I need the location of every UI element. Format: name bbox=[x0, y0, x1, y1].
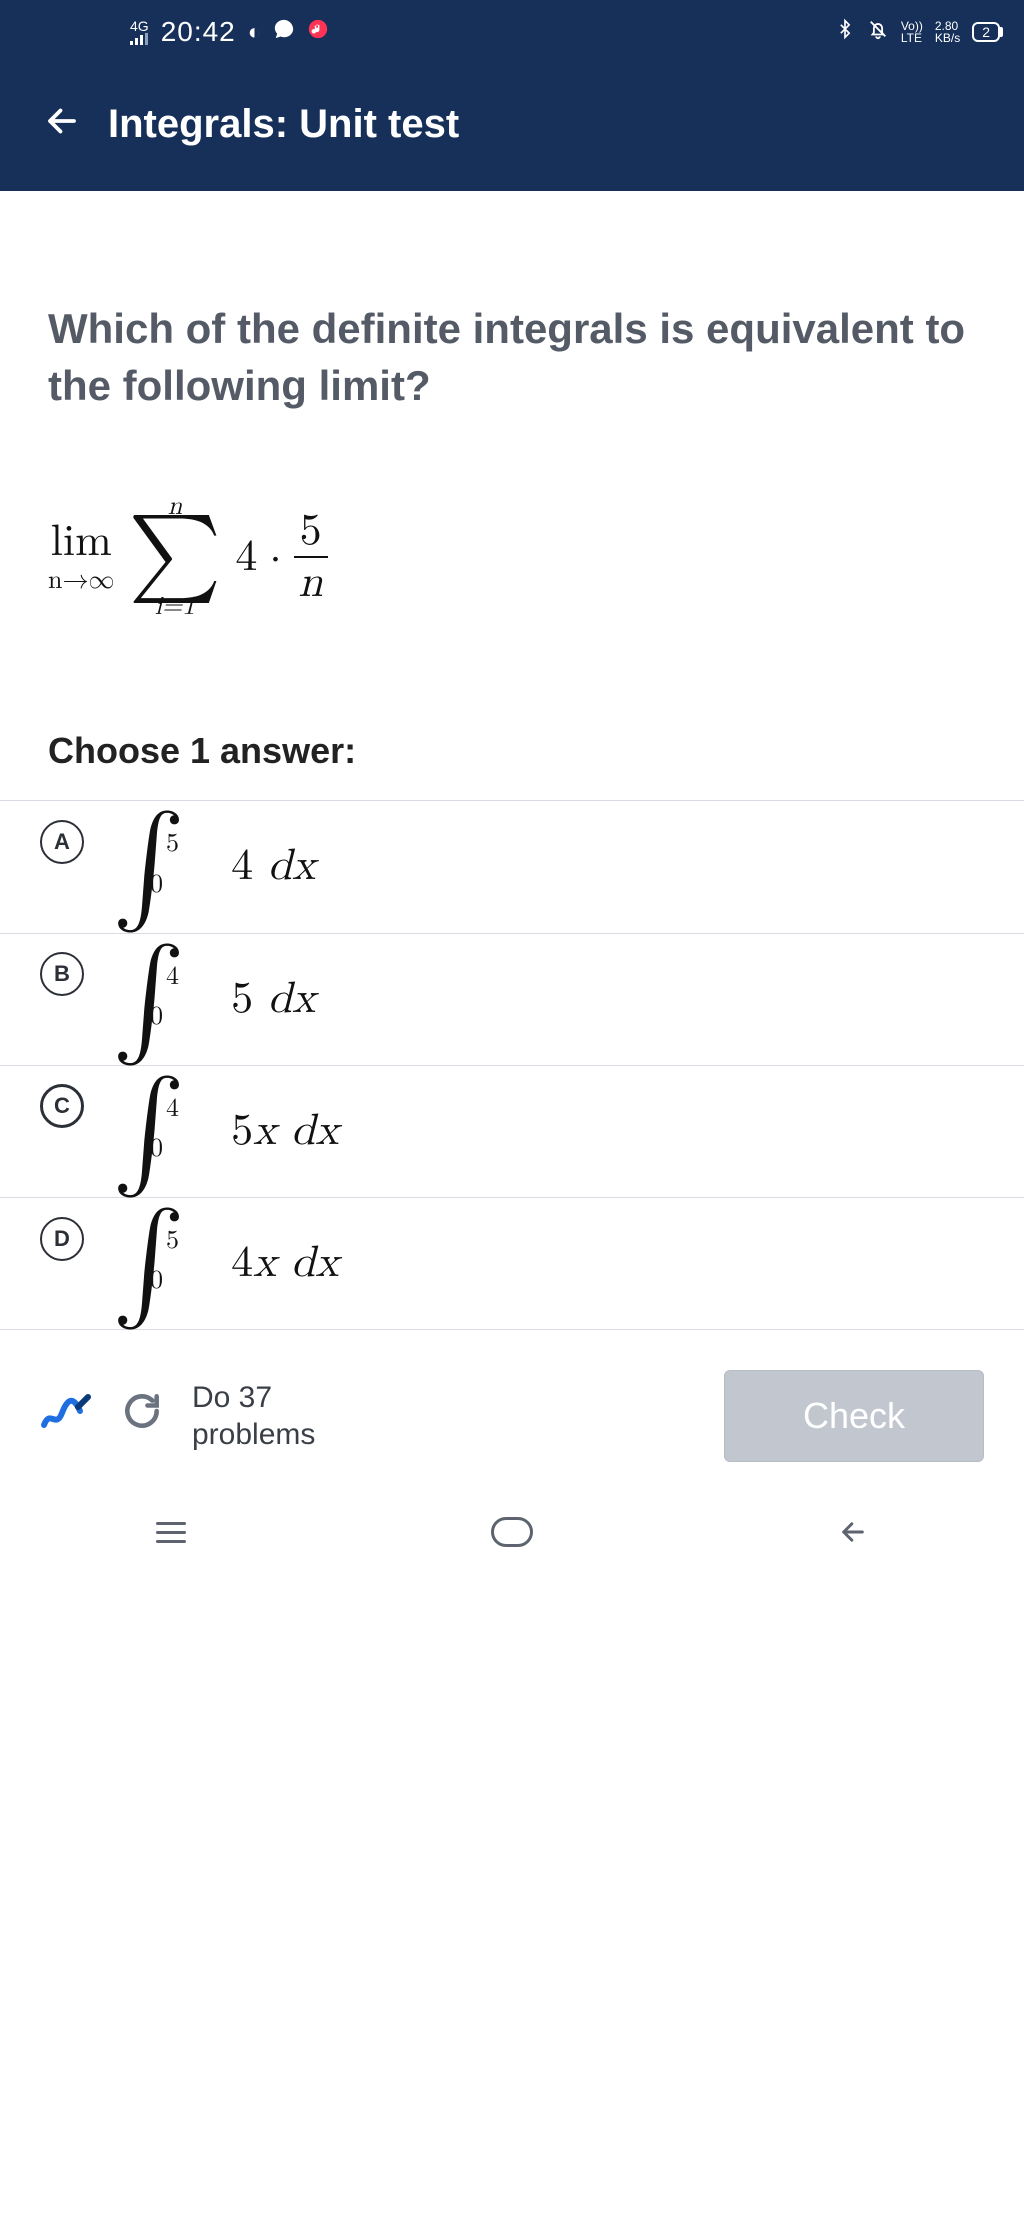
fraction-numerator: 5 bbox=[294, 508, 328, 558]
radio-b[interactable]: B bbox=[40, 952, 84, 996]
footer-left: Do 37 problems bbox=[40, 1379, 315, 1454]
speed-unit: KB/s bbox=[935, 32, 960, 44]
integrand: 4 dx bbox=[231, 840, 315, 893]
lim-label: lim bbox=[51, 520, 112, 564]
volte-indicator: Vo)) LTE bbox=[901, 20, 923, 44]
integral-icon: ∫ 4 0 bbox=[112, 1092, 185, 1171]
question-text: Which of the definite integrals is equiv… bbox=[0, 191, 1024, 434]
nav-recent-button[interactable] bbox=[111, 1522, 231, 1543]
integral-upper: 4 bbox=[166, 1094, 179, 1125]
limit-expression: lim n→∞ n ∑ i=1 4 · 5 n bbox=[0, 434, 1024, 680]
lim-subscript: n→∞ bbox=[48, 568, 114, 594]
screen: 4G 20:42 ◐ Vo)) LTE 2.80 bbox=[0, 0, 1024, 2221]
integral-lower: 0 bbox=[150, 1134, 163, 1165]
do-line-2: problems bbox=[192, 1416, 315, 1454]
problems-remaining: Do 37 problems bbox=[192, 1379, 315, 1454]
chat-icon bbox=[273, 18, 295, 46]
app-header: Integrals: Unit test bbox=[0, 64, 1024, 191]
back-button[interactable] bbox=[44, 103, 80, 146]
nav-back-button[interactable] bbox=[793, 1518, 913, 1546]
radio-letter: A bbox=[54, 829, 70, 855]
radio-d[interactable]: D bbox=[40, 1217, 84, 1261]
speed-indicator: 2.80 KB/s bbox=[935, 20, 960, 44]
music-icon bbox=[307, 18, 329, 46]
page-title: Integrals: Unit test bbox=[108, 102, 459, 147]
integral-icon: ∫ 5 0 bbox=[112, 1224, 185, 1303]
scribble-icon[interactable] bbox=[40, 1389, 92, 1444]
status-left: 4G 20:42 ◐ bbox=[130, 16, 329, 48]
footer-bar: Do 37 problems Check bbox=[0, 1330, 1024, 1482]
integral-lower: 0 bbox=[150, 1002, 163, 1033]
check-button[interactable]: Check bbox=[724, 1370, 984, 1462]
reload-button[interactable] bbox=[120, 1389, 164, 1444]
radio-letter: B bbox=[54, 961, 70, 987]
volte-line2: LTE bbox=[901, 32, 923, 44]
do-line-1: Do 37 bbox=[192, 1379, 315, 1417]
answer-math-b: ∫ 4 0 5 dx bbox=[112, 960, 315, 1039]
answer-option-d[interactable]: D ∫ 5 0 4x dx bbox=[0, 1198, 1024, 1330]
integral-upper: 5 bbox=[166, 1226, 179, 1257]
dot-operator: · bbox=[269, 531, 281, 584]
summation: n ∑ i=1 bbox=[128, 494, 221, 620]
summand: 4 · 5 n bbox=[235, 508, 327, 606]
signal-bars-icon bbox=[130, 33, 148, 45]
status-time: 20:42 bbox=[161, 16, 236, 48]
radio-letter: C bbox=[54, 1093, 70, 1119]
integral-lower: 0 bbox=[150, 1266, 163, 1297]
answer-list: A ∫ 5 0 4 dx B ∫ 4 0 bbox=[0, 800, 1024, 1330]
radio-letter: D bbox=[54, 1226, 70, 1252]
integral-icon: ∫ 5 0 bbox=[112, 827, 185, 906]
bluetooth-icon bbox=[835, 17, 855, 47]
integrand: 5 dx bbox=[231, 973, 315, 1026]
status-bar: 4G 20:42 ◐ Vo)) LTE 2.80 bbox=[0, 0, 1024, 64]
battery-icon: 2 bbox=[972, 22, 1000, 42]
home-icon bbox=[491, 1517, 533, 1547]
battery-level: 2 bbox=[982, 24, 990, 40]
radio-a[interactable]: A bbox=[40, 820, 84, 864]
content: Which of the definite integrals is equiv… bbox=[0, 191, 1024, 2221]
integral-upper: 5 bbox=[166, 829, 179, 860]
integral-icon: ∫ 4 0 bbox=[112, 960, 185, 1039]
coefficient: 4 bbox=[235, 531, 257, 584]
radio-c[interactable]: C bbox=[40, 1084, 84, 1128]
bell-off-icon bbox=[867, 18, 889, 46]
integrand: 5x dx bbox=[231, 1105, 339, 1158]
signal-4g-icon: 4G bbox=[130, 19, 149, 45]
answer-math-c: ∫ 4 0 5x dx bbox=[112, 1092, 339, 1171]
nav-home-button[interactable] bbox=[452, 1517, 572, 1547]
answer-math-d: ∫ 5 0 4x dx bbox=[112, 1224, 339, 1303]
answer-option-a[interactable]: A ∫ 5 0 4 dx bbox=[0, 801, 1024, 933]
network-label: 4G bbox=[130, 19, 149, 33]
status-right: Vo)) LTE 2.80 KB/s 2 bbox=[835, 17, 1000, 47]
answer-option-c[interactable]: C ∫ 4 0 5x dx bbox=[0, 1066, 1024, 1198]
integral-upper: 4 bbox=[166, 962, 179, 993]
integral-lower: 0 bbox=[150, 870, 163, 901]
integrand: 4x dx bbox=[231, 1237, 339, 1290]
answer-option-b[interactable]: B ∫ 4 0 5 dx bbox=[0, 934, 1024, 1066]
fraction: 5 n bbox=[294, 508, 328, 606]
system-nav-bar bbox=[0, 1482, 1024, 1582]
check-label: Check bbox=[803, 1395, 905, 1436]
sigma-icon: ∑ bbox=[128, 522, 221, 588]
choose-label: Choose 1 answer: bbox=[0, 680, 1024, 800]
menu-icon bbox=[156, 1522, 186, 1543]
answer-math-a: ∫ 5 0 4 dx bbox=[112, 827, 315, 906]
fraction-denominator: n bbox=[298, 558, 322, 606]
moon-icon: ◐ bbox=[248, 19, 261, 45]
back-arrow-icon bbox=[835, 1518, 871, 1546]
sigma-lower: i=1 bbox=[155, 594, 195, 620]
limit-operator: lim n→∞ bbox=[48, 520, 114, 594]
